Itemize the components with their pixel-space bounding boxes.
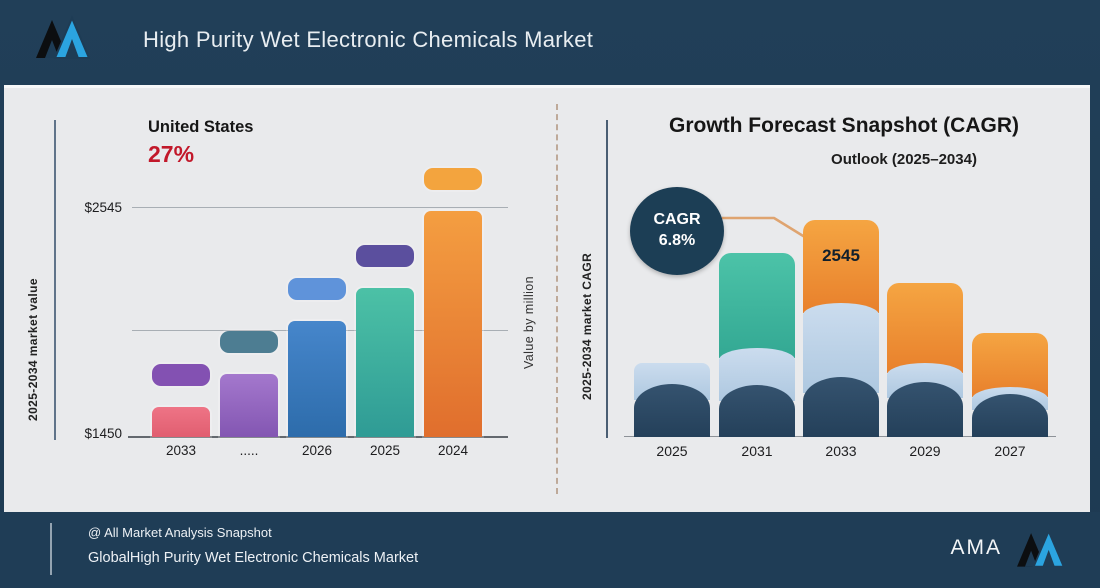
x-label-2025: 2025 [369, 443, 401, 458]
bar-base-2027 [972, 394, 1048, 437]
bar-top-2031 [719, 253, 795, 358]
left-x-axis-line [128, 436, 508, 438]
footer-credit: @ All Market Analysis Snapshot [88, 525, 272, 540]
ama-logo-icon [1017, 529, 1065, 568]
cagr-badge-label: CAGR [653, 211, 701, 229]
bar-top-2033 [803, 220, 879, 313]
x-label-2027: 2027 [994, 443, 1026, 459]
bar-..... [220, 374, 278, 437]
x-label-2033: 2033 [165, 443, 197, 458]
panel-divider [556, 104, 558, 494]
x-label-2024: 2024 [437, 443, 469, 458]
bar-base-2033 [803, 377, 879, 437]
page-title: High Purity Wet Electronic Chemicals Mar… [143, 27, 594, 52]
footer: @ All Market Analysis Snapshot GlobalHig… [0, 512, 1100, 588]
footer-brand-text: AMA [950, 536, 1002, 559]
right-chart-title: Growth Forecast Snapshot (CAGR) [668, 114, 1020, 137]
x-label-2029: 2029 [909, 443, 941, 459]
bar-top-2027 [972, 333, 1048, 397]
left-right-axis-title: Value by million [522, 275, 536, 369]
bar-2025 [356, 288, 414, 437]
x-label-2031: 2031 [741, 443, 773, 459]
bar-2024 [424, 211, 482, 437]
bar-2033 [152, 407, 210, 437]
x-label-2026: 2026 [301, 443, 333, 458]
left-y-axis-line [54, 120, 56, 440]
footer-divider [50, 523, 52, 575]
bar-top-2029 [887, 283, 963, 373]
bar-cap-2026 [288, 278, 346, 300]
right-y-axis-line [606, 120, 608, 438]
y-tick-bottom: $1450 [84, 426, 122, 441]
bar-2026 [288, 321, 346, 437]
left-chart-highlight: 27% [148, 141, 195, 167]
bar-cap-2025 [356, 245, 414, 267]
content-panel: 2025-2034 market value United States 27%… [4, 85, 1090, 512]
bar-cap-2024 [424, 168, 482, 190]
gridline-top [132, 207, 508, 208]
ama-logo-icon [36, 15, 91, 59]
x-label-2033: 2033 [825, 443, 857, 459]
footer-caption: GlobalHigh Purity Wet Electronic Chemica… [88, 550, 419, 566]
left-chart-title: United States [148, 118, 254, 136]
bar-base-2029 [887, 382, 963, 437]
right-chart-subtitle: Outlook (2025–2034) [831, 151, 977, 168]
x-label-.....: ..... [239, 443, 259, 458]
cagr-badge: CAGR 6.8% [630, 187, 724, 275]
bar-cap-2033 [152, 364, 210, 386]
x-label-2025: 2025 [656, 443, 688, 459]
bar-base-2031 [719, 385, 795, 437]
bar-cap-..... [220, 331, 278, 353]
cagr-badge-value: 6.8% [658, 232, 696, 249]
y-tick-top: $2545 [84, 200, 122, 215]
bar-base-2025 [634, 384, 710, 437]
bar-value-annotation: 2545 [822, 246, 860, 265]
right-y-axis-title: 2025-2034 market CAGR [580, 252, 594, 400]
left-y-axis-title: 2025-2034 market value [26, 278, 40, 422]
header: High Purity Wet Electronic Chemicals Mar… [0, 0, 1100, 88]
